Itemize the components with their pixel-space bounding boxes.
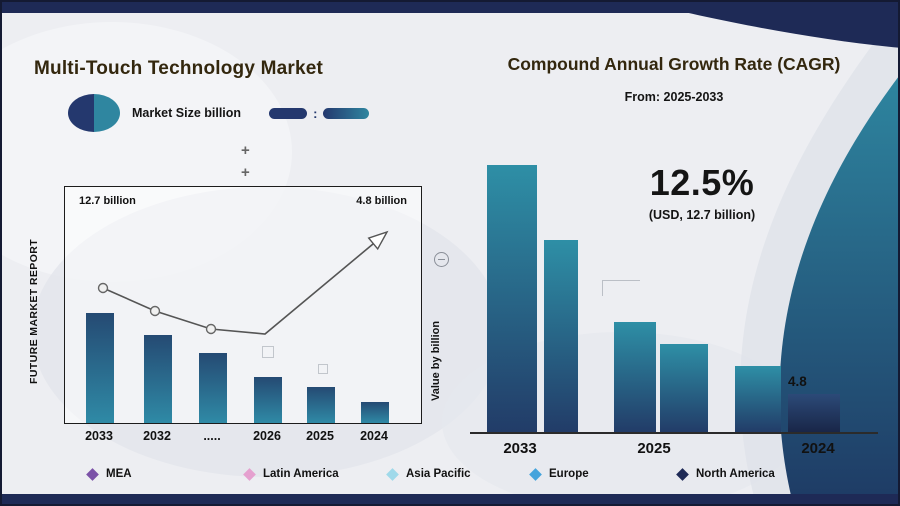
colon-separator: : (313, 105, 318, 121)
legend-item-asia-pacific: Asia Pacific (386, 467, 471, 481)
market-size-legend-label: Market Size billion (132, 106, 242, 120)
annotation-12-7-billion: 12.7 billion (79, 195, 136, 207)
north-america-diamond-icon (676, 467, 689, 481)
gradient-pill-icon (323, 107, 370, 119)
legend-label: Europe (549, 468, 589, 480)
cagr-percentage: 12.5% (649, 162, 755, 203)
cagr-bar-2033-a (487, 165, 537, 432)
bracket-deco-icon (602, 280, 640, 296)
cagr-chart: 4.8 2033 2025 2024 (470, 152, 878, 457)
x-label-2026: 2026 (253, 429, 281, 443)
square-deco-icon (262, 346, 274, 358)
bar-2024 (361, 402, 389, 423)
bar-middle-years (199, 353, 227, 423)
cagr-bar-2025-a (614, 322, 656, 432)
legend-label: MEA (106, 468, 132, 480)
annotation-4-8-billion: 4.8 billion (356, 195, 407, 207)
cagr-bar-2025-b (660, 344, 708, 432)
x-label-2033: 2033 (503, 440, 537, 457)
legend-item-europe: Europe (529, 467, 589, 481)
bottom-bar (2, 494, 898, 504)
x-label-2024: 2024 (801, 440, 835, 457)
x-label-2025: 2025 (637, 440, 671, 457)
legend-label: Latin America (263, 468, 339, 480)
market-size-chart: 12.7 billion 4.8 billion (64, 186, 422, 424)
left-x-axis-labels: 2033 2032 ..... 2026 2025 2024 (64, 429, 422, 445)
cagr-subtitle: From: 2025-2033 (624, 90, 724, 104)
page-title: Multi-Touch Technology Market (34, 58, 324, 79)
market-size-legend: Market Size billion : (68, 94, 370, 132)
cagr-bar-2024-a (735, 366, 781, 432)
x-label-2025: 2025 (306, 429, 334, 443)
cagr-bar-2033-b (544, 240, 578, 432)
legend-item-north-america: North America (676, 467, 775, 481)
top-bar (2, 2, 898, 13)
latin-america-diamond-icon (243, 467, 256, 481)
scale-pills-decoration: : (269, 105, 370, 121)
cagr-bar-2024-b (788, 394, 840, 432)
legend-label: North America (696, 468, 775, 480)
legend-item-mea: MEA (86, 467, 132, 481)
left-y-axis-label: FUTURE MARKET REPORT (28, 238, 40, 384)
bar-2025 (307, 387, 335, 423)
bar-2032 (144, 335, 172, 423)
square-deco-icon (318, 364, 328, 374)
legend-label: Asia Pacific (406, 468, 471, 480)
circle-minus-icon (434, 252, 449, 267)
x-label-2032: 2032 (143, 429, 171, 443)
cagr-value-block: 12.5% (USD, 12.7 billion) (592, 162, 812, 222)
right-y-axis-label: Value by billion (430, 320, 442, 402)
legend-item-latin-america: Latin America (243, 467, 339, 481)
x-label-2024: 2024 (360, 429, 388, 443)
bar-2026 (254, 377, 282, 423)
plus-icon: + (241, 142, 250, 159)
europe-diamond-icon (529, 467, 542, 481)
cagr-usd-note: (USD, 12.7 billion) (648, 208, 756, 222)
asia-pacific-diamond-icon (386, 467, 399, 481)
x-label-2033: 2033 (85, 429, 113, 443)
trend-line-arrow (97, 230, 389, 335)
plus-icon: + (241, 164, 250, 181)
mea-diamond-icon (86, 467, 99, 481)
navy-pill-icon (269, 107, 308, 119)
market-size-icon (68, 94, 120, 132)
bar-2033 (86, 313, 114, 423)
cagr-title: Compound Annual Growth Rate (CAGR) (507, 54, 841, 74)
cagr-annotation-4-8: 4.8 (788, 374, 807, 389)
region-legend: MEA Latin America Asia Pacific Europe No… (2, 467, 898, 488)
x-label-dots: ..... (203, 429, 221, 443)
